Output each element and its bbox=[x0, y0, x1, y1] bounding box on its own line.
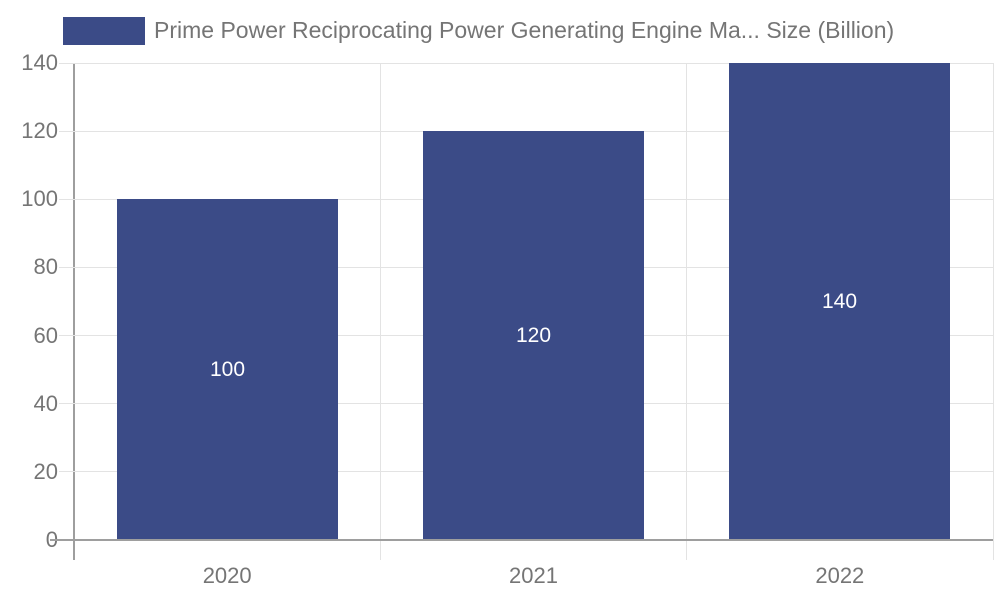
y-axis-tick-label: 20 bbox=[33, 458, 58, 484]
gridline bbox=[59, 62, 993, 64]
legend-swatch bbox=[63, 16, 145, 45]
y-axis-tick-label: 140 bbox=[21, 50, 58, 75]
chart-legend: Prime Power Reciprocating Power Generati… bbox=[63, 16, 894, 45]
x-axis-tick-label: 2022 bbox=[815, 563, 865, 588]
category-separator bbox=[992, 63, 994, 560]
category-separator bbox=[686, 63, 688, 560]
x-axis-tick-label: 2021 bbox=[509, 563, 558, 588]
y-axis-tick-label: 40 bbox=[33, 390, 58, 416]
gridline bbox=[59, 130, 993, 132]
bar-2022[interactable]: 140 bbox=[729, 63, 950, 540]
y-axis-tick-label: 80 bbox=[33, 254, 58, 280]
y-axis-tick-label: 60 bbox=[33, 322, 58, 348]
bar-value-label: 120 bbox=[515, 323, 552, 347]
plot-area: 0 20 40 60 80 100 120 140 100 2020 120 2021 140 2022 bbox=[21, 51, 994, 588]
bar-2021[interactable]: 120 bbox=[423, 131, 644, 540]
x-axis-line bbox=[50, 539, 993, 541]
bar-value-label: 100 bbox=[209, 357, 246, 381]
y-axis-tick-label: 120 bbox=[21, 118, 58, 144]
y-axis-tick-label: 100 bbox=[21, 186, 58, 212]
bar-2020[interactable]: 100 bbox=[117, 199, 338, 540]
bar-value-label: 140 bbox=[821, 289, 858, 313]
x-axis-tick-label: 2020 bbox=[202, 563, 252, 588]
y-axis-line bbox=[73, 63, 75, 560]
legend-label: Prime Power Reciprocating Power Generati… bbox=[154, 17, 895, 43]
category-separator bbox=[379, 63, 381, 560]
